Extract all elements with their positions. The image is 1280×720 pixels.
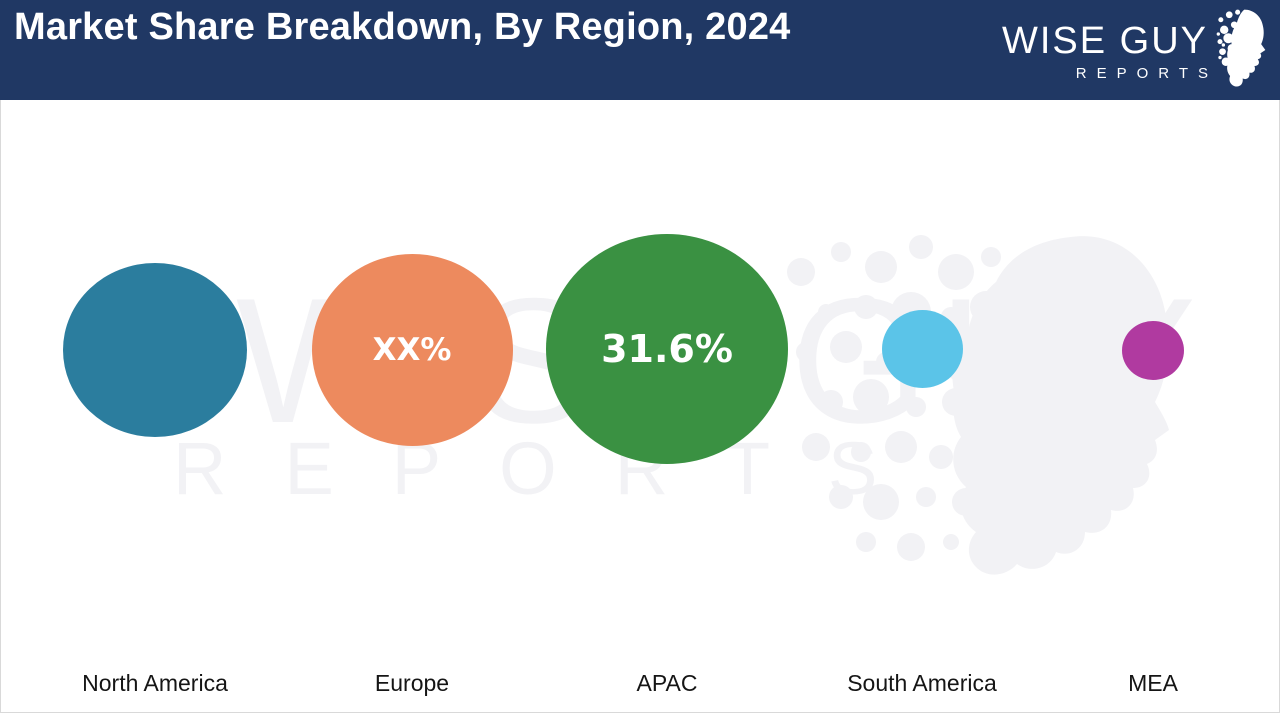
region-label-south-america: South America [847, 670, 997, 696]
logo-wordmark-line1: WISE GUY [1001, 20, 1208, 62]
page-title: Market Share Breakdown, By Region, 2024 [14, 6, 791, 48]
logo-wordmark-line2: REPORTS [1075, 65, 1218, 82]
header-bar: Market Share Breakdown, By Region, 2024 … [0, 0, 1280, 100]
watermark-subtext: REPORTS [173, 427, 936, 510]
bubble-north-america [63, 263, 247, 437]
bubble-mea [1122, 320, 1184, 380]
region-label-mea: MEA [1128, 670, 1178, 696]
region-label-north-america: North America [82, 670, 228, 696]
bubble-apac: 31.6% [546, 234, 788, 464]
bubble-south-america [881, 310, 963, 388]
bubble-europe: XX% [311, 254, 513, 446]
region-label-apac: APAC [636, 670, 698, 696]
logo-wordmark: WISE GUY REPORTS [1002, 22, 1208, 82]
chart-area: WISE GUY REPORTS XX% [0, 100, 1280, 713]
brand-logo: WISE GUY REPORTS [1002, 8, 1270, 92]
region-label-europe: Europe [374, 670, 450, 696]
bubble-apac-value: 31.6% [601, 327, 733, 371]
watermark-head-icon [787, 235, 1169, 575]
logo-head-icon [1216, 9, 1266, 87]
bubble-europe-value: XX% [372, 332, 452, 368]
